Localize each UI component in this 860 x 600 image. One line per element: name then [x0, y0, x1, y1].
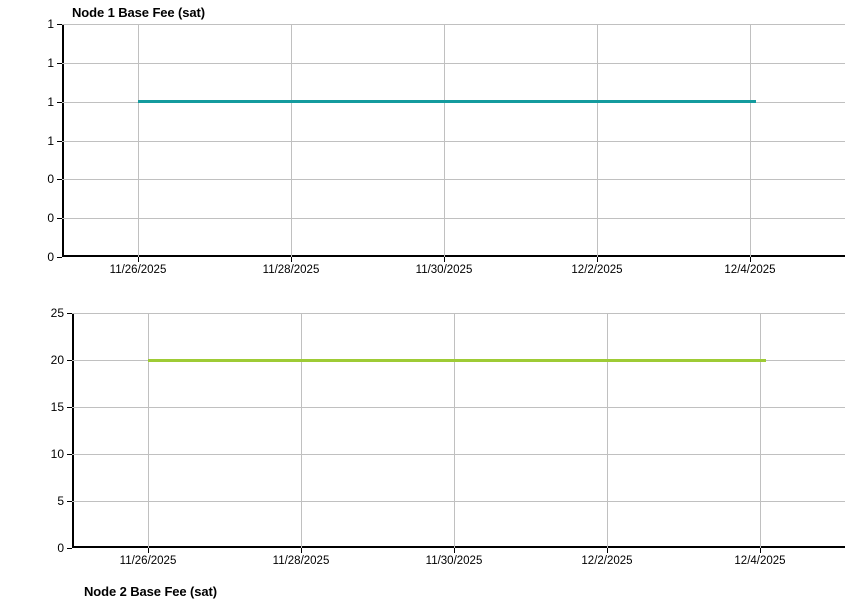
y-axis-tick	[57, 257, 62, 258]
y-axis-tick	[57, 24, 62, 25]
x-axis-label: 11/30/2025	[415, 264, 473, 276]
series-line	[148, 358, 766, 362]
gridline-vertical	[750, 24, 751, 257]
gridline-horizontal	[72, 501, 845, 502]
y-axis-label: 0	[47, 250, 54, 264]
x-axis-tick	[291, 257, 292, 262]
y-axis-tick	[67, 501, 72, 502]
y-axis-label: 1	[47, 17, 54, 31]
gridline-vertical	[138, 24, 139, 257]
gridline-horizontal	[72, 407, 845, 408]
x-axis-tick	[760, 548, 761, 553]
y-axis-tick	[67, 454, 72, 455]
y-axis-label: 15	[50, 400, 64, 414]
plot-area: 1 1 1 1 0 0 0 11/26/2025 11/28/2025 11/30/2025 12/…	[47, 17, 845, 276]
chart-panel-node-2-base-fee: Node 2 Base Fee (sat) 25 20 15 10 5 0 11/26/20…	[0, 290, 860, 600]
x-axis-label: 12/4/2025	[724, 264, 776, 276]
y-axis-tick	[57, 62, 62, 64]
x-axis-tick	[138, 257, 139, 262]
gridline-horizontal	[62, 140, 845, 142]
gridline-horizontal	[72, 454, 845, 455]
y-axis-label: 10	[50, 447, 64, 461]
gridline-horizontal	[72, 313, 845, 314]
gridline-horizontal	[62, 62, 845, 64]
x-axis-line	[62, 255, 845, 257]
x-axis-tick	[148, 548, 149, 553]
y-axis-tick	[67, 360, 72, 361]
y-axis-label: 25	[50, 306, 64, 320]
x-axis-tick	[597, 257, 598, 262]
x-axis-tick	[301, 548, 302, 553]
gridline-vertical	[148, 313, 149, 548]
x-axis-label: 11/26/2025	[109, 264, 167, 276]
gridline-vertical	[444, 24, 445, 257]
series-line	[138, 100, 756, 104]
y-axis-label: 5	[57, 494, 64, 508]
x-axis-line	[72, 546, 845, 548]
gridline-vertical	[301, 313, 302, 548]
y-axis-line	[72, 313, 74, 548]
x-axis-label: 11/30/2025	[425, 555, 483, 567]
gridline-vertical	[597, 24, 598, 257]
gridline-vertical	[291, 24, 292, 257]
x-axis-tick	[454, 548, 455, 553]
y-axis-tick	[67, 407, 72, 408]
x-axis-label: 11/28/2025	[262, 264, 320, 276]
chart-title: Node 1 Base Fee (sat)	[72, 5, 206, 20]
y-axis-tick	[67, 548, 72, 549]
y-axis-tick	[57, 140, 62, 142]
x-axis-label: 11/26/2025	[119, 555, 177, 567]
y-axis-label: 1	[47, 55, 54, 70]
y-axis-label: 1	[47, 94, 54, 109]
y-axis-tick	[67, 313, 72, 314]
gridline-horizontal	[62, 24, 845, 25]
x-axis-tick	[750, 257, 751, 262]
x-axis-label: 11/28/2025	[272, 555, 330, 567]
y-axis-label: 0	[47, 172, 54, 187]
gridline-vertical	[454, 313, 455, 548]
x-axis-tick	[444, 257, 445, 262]
x-axis-tick	[607, 548, 608, 553]
chart-panel-node-1-base-fee: Node 1 Base Fee (sat) 1 1 1 1 0 0 0 11/26/2025 1…	[0, 0, 860, 290]
y-axis-label: 1	[47, 133, 54, 148]
gridline-horizontal	[62, 179, 845, 181]
plot-area: 25 20 15 10 5 0 11/26/2025 11/28/2025 11/30/2025…	[51, 306, 845, 567]
x-axis-label: 12/4/2025	[734, 555, 786, 567]
x-axis-label: 12/2/2025	[581, 555, 633, 567]
chart-title: Node 2 Base Fee (sat)	[84, 584, 218, 599]
gridline-vertical	[760, 313, 761, 548]
y-axis-label: 0	[57, 541, 64, 555]
gridline-horizontal	[62, 218, 845, 220]
y-axis-tick	[57, 218, 62, 220]
y-axis-label: 0	[47, 211, 54, 226]
y-axis-label: 20	[50, 353, 64, 367]
y-axis-tick	[57, 179, 62, 181]
gridline-vertical	[607, 313, 608, 548]
y-axis-tick	[57, 101, 62, 103]
x-axis-label: 12/2/2025	[571, 264, 623, 276]
